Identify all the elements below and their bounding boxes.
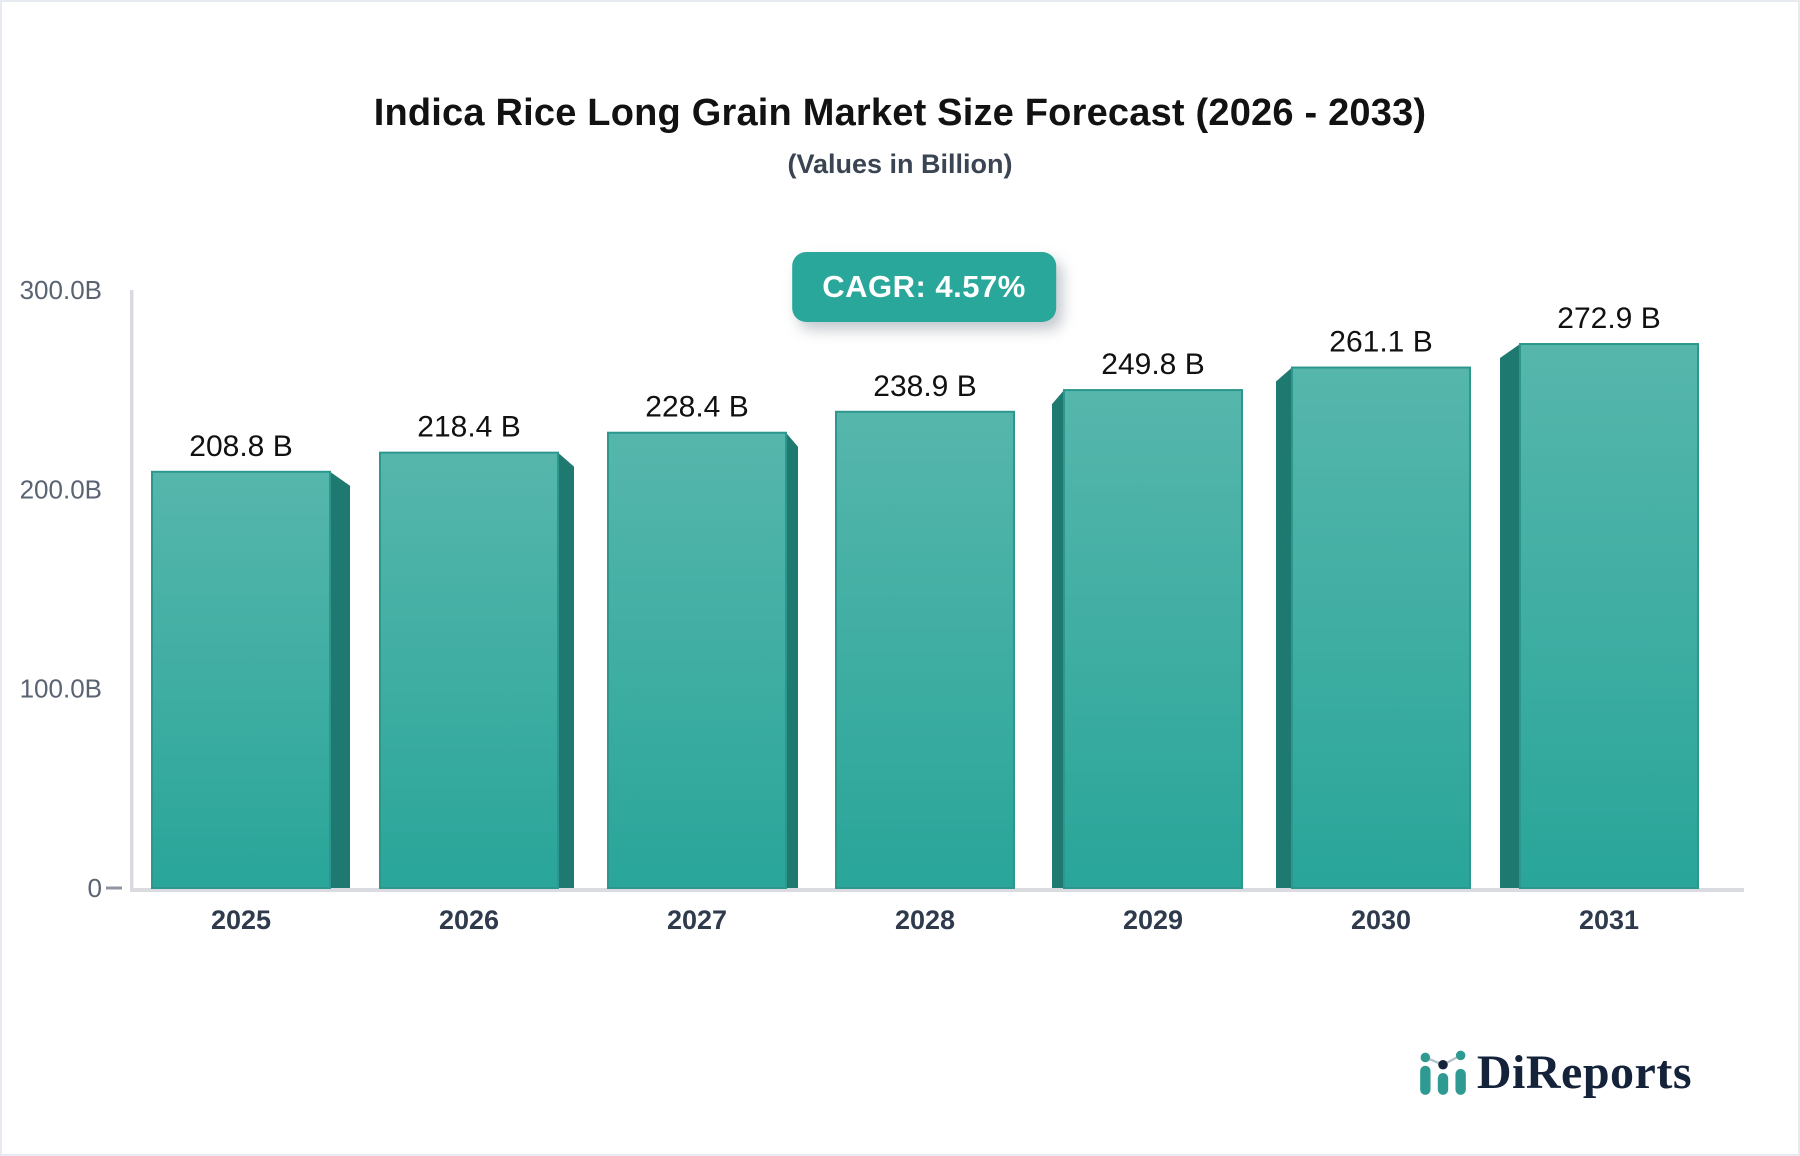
bar-value-label-2025: 208.8 B bbox=[189, 430, 292, 463]
direports-logo: DiReports bbox=[1416, 1040, 1692, 1104]
chart-title: Indica Rice Long Grain Market Size Forec… bbox=[373, 92, 1427, 134]
bar-2029 bbox=[1063, 389, 1243, 889]
x-tick-label-2025: 2025 bbox=[211, 905, 271, 935]
y-tick-label-300.0B: 300.0B bbox=[20, 275, 102, 305]
bar-3d-side-2027 bbox=[786, 432, 798, 888]
bar-value-label-2029: 249.8 B bbox=[1101, 348, 1204, 381]
logo-dot-2 bbox=[1438, 1059, 1448, 1070]
bar-value-label-2026: 218.4 B bbox=[417, 411, 520, 444]
y-tick-label-0: 0 bbox=[88, 873, 102, 903]
x-tick-label-2026: 2026 bbox=[439, 905, 499, 935]
bar-value-label-2030: 261.1 B bbox=[1329, 326, 1432, 359]
bar-group-2027: 228.4 B 2027 bbox=[607, 391, 798, 935]
bar-2031 bbox=[1519, 343, 1699, 889]
cagr-badge: CAGR: 4.57% bbox=[792, 252, 1056, 322]
mini-bar-chart-icon bbox=[1420, 1050, 1466, 1095]
y-tick-label-100.0B: 100.0B bbox=[20, 674, 102, 704]
bar-3d-side-2025 bbox=[330, 471, 350, 888]
logo-dot-3 bbox=[1455, 1050, 1466, 1061]
x-axis-line bbox=[130, 888, 1744, 892]
x-tick-label-2028: 2028 bbox=[895, 905, 955, 935]
bar-group-2031: 272.9 B 2031 bbox=[1500, 302, 1699, 935]
bar-3d-side-2030 bbox=[1276, 367, 1292, 889]
bar-group-2028: 238.9 B 2028 bbox=[835, 370, 1015, 935]
bar-group-2030: 261.1 B 2030 bbox=[1276, 326, 1471, 935]
x-tick-label-2029: 2029 bbox=[1123, 905, 1183, 935]
y-tick-dash-0 bbox=[106, 886, 122, 890]
bar-3d-side-2029 bbox=[1052, 390, 1064, 888]
bar-2026 bbox=[379, 451, 559, 889]
chart-subtitle: (Values in Billion) bbox=[787, 149, 1013, 179]
bar-2028 bbox=[835, 410, 1015, 889]
logo-text: DiReports bbox=[1476, 1045, 1692, 1099]
bar-2030 bbox=[1291, 366, 1471, 890]
bar-3d-side-2031 bbox=[1500, 344, 1520, 888]
x-tick-label-2027: 2027 bbox=[667, 905, 727, 935]
logo-bar-1 bbox=[1420, 1065, 1431, 1095]
bar-value-label-2031: 272.9 B bbox=[1557, 302, 1660, 335]
logo-bar-2 bbox=[1437, 1073, 1449, 1095]
logo-dot-1 bbox=[1420, 1052, 1430, 1063]
x-tick-label-2030: 2030 bbox=[1351, 905, 1411, 935]
bar-value-label-2028: 238.9 B bbox=[873, 370, 976, 403]
y-tick-label-200.0B: 200.0B bbox=[20, 474, 102, 504]
bar-3d-side-2026 bbox=[558, 452, 574, 888]
x-tick-label-2031: 2031 bbox=[1579, 905, 1639, 935]
bar-2025 bbox=[151, 470, 331, 889]
bar-2027 bbox=[607, 431, 787, 889]
bar-group-2025: 208.8 B 2025 bbox=[151, 430, 350, 935]
bar-value-label-2027: 228.4 B bbox=[645, 391, 748, 424]
bar-group-2029: 249.8 B 2029 bbox=[1052, 348, 1243, 935]
bar-group-2026: 218.4 B 2026 bbox=[379, 411, 574, 935]
y-axis-line bbox=[130, 290, 134, 888]
chart-header: Indica Rice Long Grain Market Size Forec… bbox=[2, 92, 1798, 180]
logo-bar-3 bbox=[1455, 1068, 1466, 1095]
